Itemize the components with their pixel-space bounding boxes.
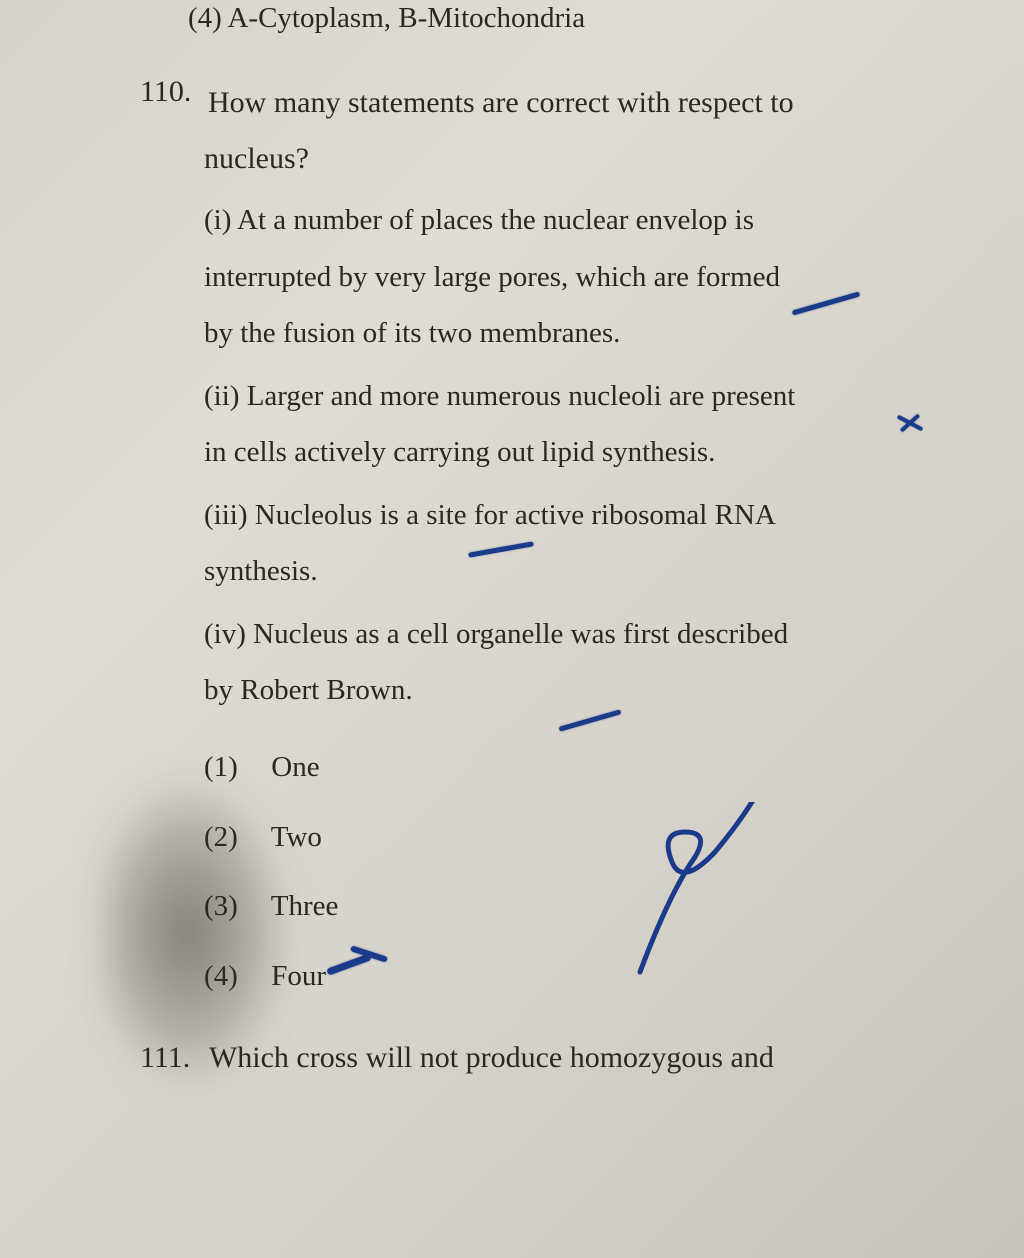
statement-i-l2: interrupted by very large pores, which a… — [204, 261, 780, 293]
statement-ii-l1: Larger and more numerous nucleoli are pr… — [247, 380, 796, 412]
question-stem-row: 110. How many statements are correct wit… — [140, 75, 954, 131]
statement-ii: (ii) Larger and more numerous nucleoli a… — [204, 368, 954, 481]
statement-iii-l1: Nucleolus is a site for active ribosomal… — [255, 499, 776, 531]
statement-iv-l2: by Robert Brown. — [204, 674, 413, 706]
option-4: (4) Four — [204, 942, 954, 1012]
exam-page: (4) A-Cytoplasm, B-Mitochondria 110. How… — [140, 2, 954, 1075]
option-1: (1) One — [204, 733, 954, 803]
next-question-stem: Which cross will not produce homozygous … — [209, 1041, 774, 1074]
option-3-num: (3) — [204, 872, 264, 942]
statement-iv-l1: Nucleus as a cell organelle was first de… — [253, 618, 788, 650]
question-number: 110. — [140, 75, 204, 109]
question-111-partial: 111. Which cross will not produce homozy… — [140, 1041, 954, 1075]
statement-ii-l2: in cells actively carrying out lipid syn… — [204, 436, 715, 468]
prev-answer-text: A-Cytoplasm, B-Mitochondria — [227, 2, 585, 34]
roman-iv: (iv) — [204, 618, 246, 650]
answer-options: (1) One (2) Two (3) Three (4) Four — [204, 733, 954, 1011]
option-1-num: (1) — [204, 733, 264, 803]
statement-iii: (iii) Nucleolus is a site for active rib… — [204, 487, 954, 600]
roman-ii: (ii) — [204, 380, 239, 412]
option-4-label: Four — [271, 960, 326, 992]
statement-i-l3: by the fusion of its two membranes. — [204, 317, 620, 349]
roman-iii: (iii) — [204, 499, 248, 531]
option-2: (2) Two — [204, 803, 954, 873]
statement-iv: (iv) Nucleus as a cell organelle was fir… — [204, 606, 954, 719]
option-3-label: Three — [271, 890, 339, 922]
question-stem-line1: How many statements are correct with res… — [208, 86, 794, 119]
statement-i: (i) At a number of places the nuclear en… — [204, 192, 954, 362]
option-1-label: One — [271, 751, 319, 783]
roman-i: (i) — [204, 204, 231, 236]
question-stem-line2: nucleus? — [204, 131, 954, 187]
option-4-num: (4) — [204, 942, 264, 1012]
prev-answer-number: (4) — [188, 2, 222, 34]
statement-i-l1: At a number of places the nuclear envelo… — [237, 204, 754, 236]
option-2-label: Two — [271, 821, 322, 853]
next-question-number: 111. — [140, 1041, 202, 1075]
statement-iii-l2: synthesis. — [204, 555, 318, 587]
option-2-num: (2) — [204, 803, 264, 873]
option-3: (3) Three — [204, 872, 954, 942]
previous-answer-line: (4) A-Cytoplasm, B-Mitochondria — [188, 2, 954, 35]
question-110: 110. How many statements are correct wit… — [140, 75, 954, 1011]
